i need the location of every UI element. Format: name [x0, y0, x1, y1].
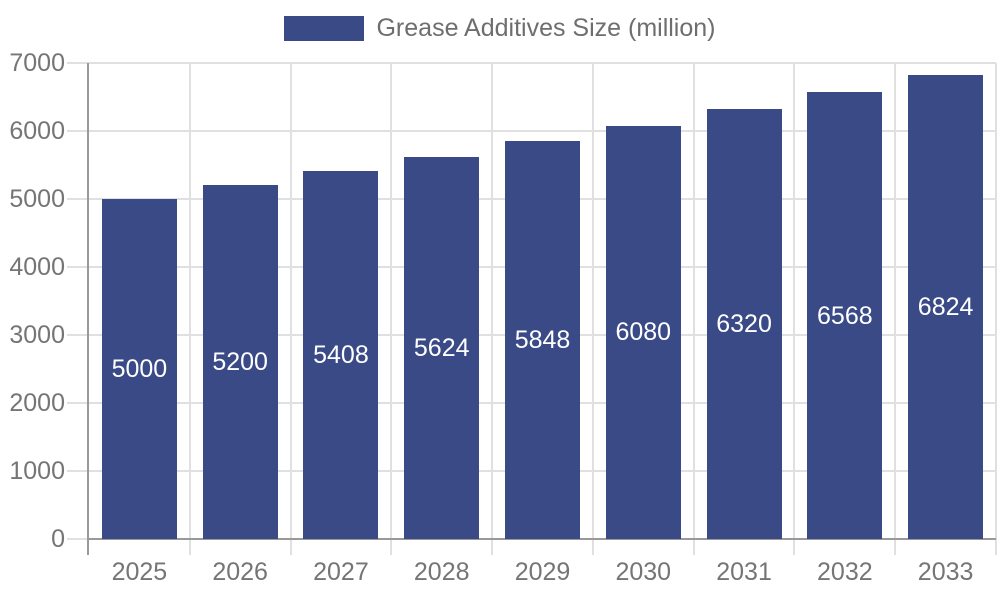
bar-2026[interactable]: 5200 [202, 185, 278, 539]
bar-value-label: 5848 [514, 326, 571, 355]
bar-2029[interactable]: 5848 [505, 141, 580, 539]
x-gridline [188, 63, 191, 555]
bar-value-label: 5624 [413, 333, 470, 362]
y-axis-tick [67, 130, 89, 132]
bar-2032[interactable]: 6568 [807, 92, 883, 539]
x-gridline [793, 63, 796, 555]
y-axis-tick [67, 470, 89, 472]
x-axis-line [87, 538, 996, 540]
legend-swatch-icon [284, 16, 365, 41]
y-gridline [89, 62, 996, 64]
y-axis-tick-label: 2000 [9, 389, 65, 417]
bar-2028[interactable]: 5624 [404, 156, 480, 539]
y-axis-tick-label: 5000 [9, 185, 65, 213]
bar-2027[interactable]: 5408 [303, 171, 379, 539]
bar-value-label: 5408 [313, 341, 369, 370]
bar-2030[interactable]: 6080 [605, 125, 681, 539]
bar-2025[interactable]: 5000 [101, 199, 177, 539]
y-axis-tick [67, 62, 89, 64]
x-axis-tick-label: 2032 [817, 558, 873, 586]
x-gridline [591, 63, 594, 555]
bar-value-label: 5000 [111, 355, 168, 383]
x-gridline [390, 63, 393, 555]
x-axis-tick-label: 2025 [111, 558, 168, 586]
y-axis-tick [67, 198, 89, 200]
bar-value-label: 6568 [817, 301, 873, 330]
x-gridline [692, 63, 695, 555]
bar-2031[interactable]: 6320 [706, 109, 782, 539]
y-axis-tick-label: 1000 [9, 457, 65, 485]
y-gridline [89, 130, 996, 132]
y-axis-tick-label: 6000 [9, 117, 65, 145]
legend-label: Grease Additives Size (million) [376, 14, 716, 42]
x-axis-tick-label: 2030 [615, 558, 672, 586]
bar-2033[interactable]: 6824 [908, 74, 984, 539]
bar-value-label: 6320 [716, 310, 772, 339]
x-axis-tick-label: 2028 [413, 558, 470, 586]
bar-value-label: 6080 [615, 318, 672, 347]
y-axis-line [87, 63, 89, 555]
x-gridline [894, 63, 897, 555]
y-axis-tick-label: 0 [51, 525, 65, 553]
y-axis-tick [67, 334, 89, 336]
y-axis-tick-label: 3000 [9, 321, 65, 349]
x-axis-tick-label: 2027 [313, 558, 369, 586]
y-axis-tick-label: 7000 [9, 49, 65, 77]
x-axis-tick-label: 2033 [917, 558, 974, 586]
legend[interactable]: Grease Additives Size (million) [0, 14, 1000, 43]
bar-value-label: 5200 [212, 348, 268, 377]
x-axis-tick-label: 2026 [212, 558, 268, 586]
y-axis-tick [67, 402, 89, 404]
x-axis-tick-label: 2031 [716, 558, 772, 586]
x-axis-tick-label: 2029 [514, 558, 571, 586]
x-gridline [491, 63, 494, 555]
y-axis-tick [67, 538, 89, 540]
x-gridline [995, 63, 997, 555]
y-axis-tick [67, 266, 89, 268]
y-axis-tick-label: 4000 [9, 253, 65, 281]
bar-value-label: 6824 [917, 292, 974, 321]
x-gridline [289, 63, 292, 555]
